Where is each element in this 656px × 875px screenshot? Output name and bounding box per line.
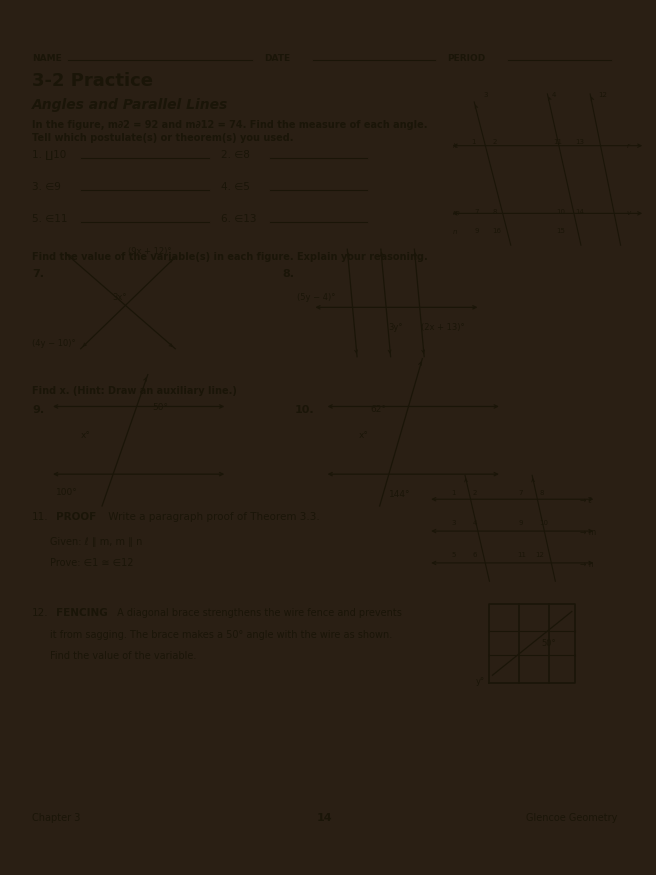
Text: n: n bbox=[453, 229, 457, 235]
Text: (5y − 4)°: (5y − 4)° bbox=[297, 293, 336, 302]
Text: it from sagging. The brace makes a 50° angle with the wire as shown.: it from sagging. The brace makes a 50° a… bbox=[51, 630, 392, 640]
Text: 9: 9 bbox=[519, 520, 523, 526]
Text: 12.: 12. bbox=[32, 607, 49, 618]
Text: 4: 4 bbox=[552, 92, 556, 97]
Text: 12: 12 bbox=[598, 92, 607, 97]
Text: Prove: ∈1 ≅ ∈12: Prove: ∈1 ≅ ∈12 bbox=[51, 558, 134, 568]
Text: 8: 8 bbox=[493, 208, 497, 214]
Text: 6: 6 bbox=[472, 552, 477, 557]
Text: 9.: 9. bbox=[32, 405, 44, 416]
Text: 5. ∈11: 5. ∈11 bbox=[32, 214, 68, 224]
Text: 6. ∈13: 6. ∈13 bbox=[221, 214, 256, 224]
Text: PROOF: PROOF bbox=[56, 512, 96, 522]
Text: 3: 3 bbox=[483, 92, 488, 97]
Text: 3-2 Practice: 3-2 Practice bbox=[32, 73, 153, 90]
Text: 2: 2 bbox=[472, 490, 477, 495]
Text: 50°: 50° bbox=[541, 639, 556, 648]
Text: 3y°: 3y° bbox=[389, 323, 403, 332]
Text: DATE: DATE bbox=[264, 54, 290, 63]
Text: m: m bbox=[453, 210, 460, 216]
Text: 4: 4 bbox=[472, 520, 477, 526]
Text: 7: 7 bbox=[474, 208, 479, 214]
Text: 12: 12 bbox=[535, 552, 544, 557]
Text: 13: 13 bbox=[575, 139, 584, 145]
Text: 1: 1 bbox=[471, 139, 476, 145]
Text: x°: x° bbox=[358, 430, 368, 440]
Text: 10.: 10. bbox=[295, 405, 314, 416]
Text: 1. ∐10: 1. ∐10 bbox=[32, 150, 66, 160]
Text: r: r bbox=[626, 143, 630, 149]
Text: → n: → n bbox=[580, 560, 594, 569]
Text: 1: 1 bbox=[451, 490, 456, 495]
Text: 16: 16 bbox=[493, 228, 501, 234]
Text: 14: 14 bbox=[317, 813, 333, 823]
Text: 4. ∈5: 4. ∈5 bbox=[221, 182, 250, 192]
Text: 10: 10 bbox=[539, 520, 548, 526]
Text: 11.: 11. bbox=[32, 512, 49, 522]
Text: Write a paragraph proof of Theorem 3.3.: Write a paragraph proof of Theorem 3.3. bbox=[105, 512, 320, 522]
Text: 50°: 50° bbox=[153, 403, 169, 412]
Text: Chapter 3: Chapter 3 bbox=[32, 813, 80, 823]
Text: 10: 10 bbox=[556, 208, 565, 214]
Text: A diagonal brace strengthens the wire fence and prevents: A diagonal brace strengthens the wire fe… bbox=[114, 607, 402, 618]
Text: 2. ∈8: 2. ∈8 bbox=[221, 150, 250, 160]
Text: In the figure, m∂2 = 92 and m∂12 = 74. Find the measure of each angle.: In the figure, m∂2 = 92 and m∂12 = 74. F… bbox=[32, 120, 427, 130]
Text: Given: ℓ ∥ m, m ∥ n: Given: ℓ ∥ m, m ∥ n bbox=[51, 537, 142, 548]
Text: (2x + 13)°: (2x + 13)° bbox=[421, 323, 464, 332]
Text: 100°: 100° bbox=[56, 488, 78, 498]
Text: (4y − 10)°: (4y − 10)° bbox=[32, 340, 75, 348]
Text: 8.: 8. bbox=[282, 270, 294, 279]
Text: → ℓ: → ℓ bbox=[580, 496, 592, 505]
Text: Glencoe Geometry: Glencoe Geometry bbox=[526, 813, 617, 823]
Text: y°: y° bbox=[476, 676, 485, 686]
Text: Find the value of the variable(s) in each figure. Explain your reasoning.: Find the value of the variable(s) in eac… bbox=[32, 252, 428, 262]
Text: 3x°: 3x° bbox=[112, 293, 127, 302]
Text: 8: 8 bbox=[539, 490, 544, 495]
Text: 3: 3 bbox=[451, 520, 456, 526]
Text: → m: → m bbox=[580, 528, 596, 537]
Text: 14: 14 bbox=[575, 208, 584, 214]
Text: k: k bbox=[453, 143, 457, 149]
Text: v: v bbox=[626, 210, 631, 216]
Text: FENCING: FENCING bbox=[56, 607, 108, 618]
Text: 9: 9 bbox=[474, 228, 479, 234]
Text: NAME: NAME bbox=[32, 54, 62, 63]
Text: 15: 15 bbox=[556, 228, 565, 234]
Text: 5: 5 bbox=[451, 552, 456, 557]
Text: 2: 2 bbox=[493, 139, 497, 145]
Text: 144°: 144° bbox=[389, 490, 410, 499]
Text: 7.: 7. bbox=[32, 270, 44, 279]
Text: Find the value of the variable.: Find the value of the variable. bbox=[51, 650, 197, 661]
Text: Tell which postulate(s) or theorem(s) you used.: Tell which postulate(s) or theorem(s) yo… bbox=[32, 133, 293, 143]
Text: Find x. (Hint: Draw an auxiliary line.): Find x. (Hint: Draw an auxiliary line.) bbox=[32, 386, 237, 396]
Text: Angles and Parallel Lines: Angles and Parallel Lines bbox=[32, 98, 228, 112]
Text: 11: 11 bbox=[517, 552, 526, 557]
Text: (9x + 12)°: (9x + 12)° bbox=[129, 247, 172, 255]
Text: 62°: 62° bbox=[371, 405, 386, 414]
Text: 3. ∈9: 3. ∈9 bbox=[32, 182, 61, 192]
Text: x°: x° bbox=[81, 430, 91, 440]
Text: 7: 7 bbox=[519, 490, 523, 495]
Text: 11: 11 bbox=[554, 139, 562, 145]
Text: PERIOD: PERIOD bbox=[447, 54, 485, 63]
